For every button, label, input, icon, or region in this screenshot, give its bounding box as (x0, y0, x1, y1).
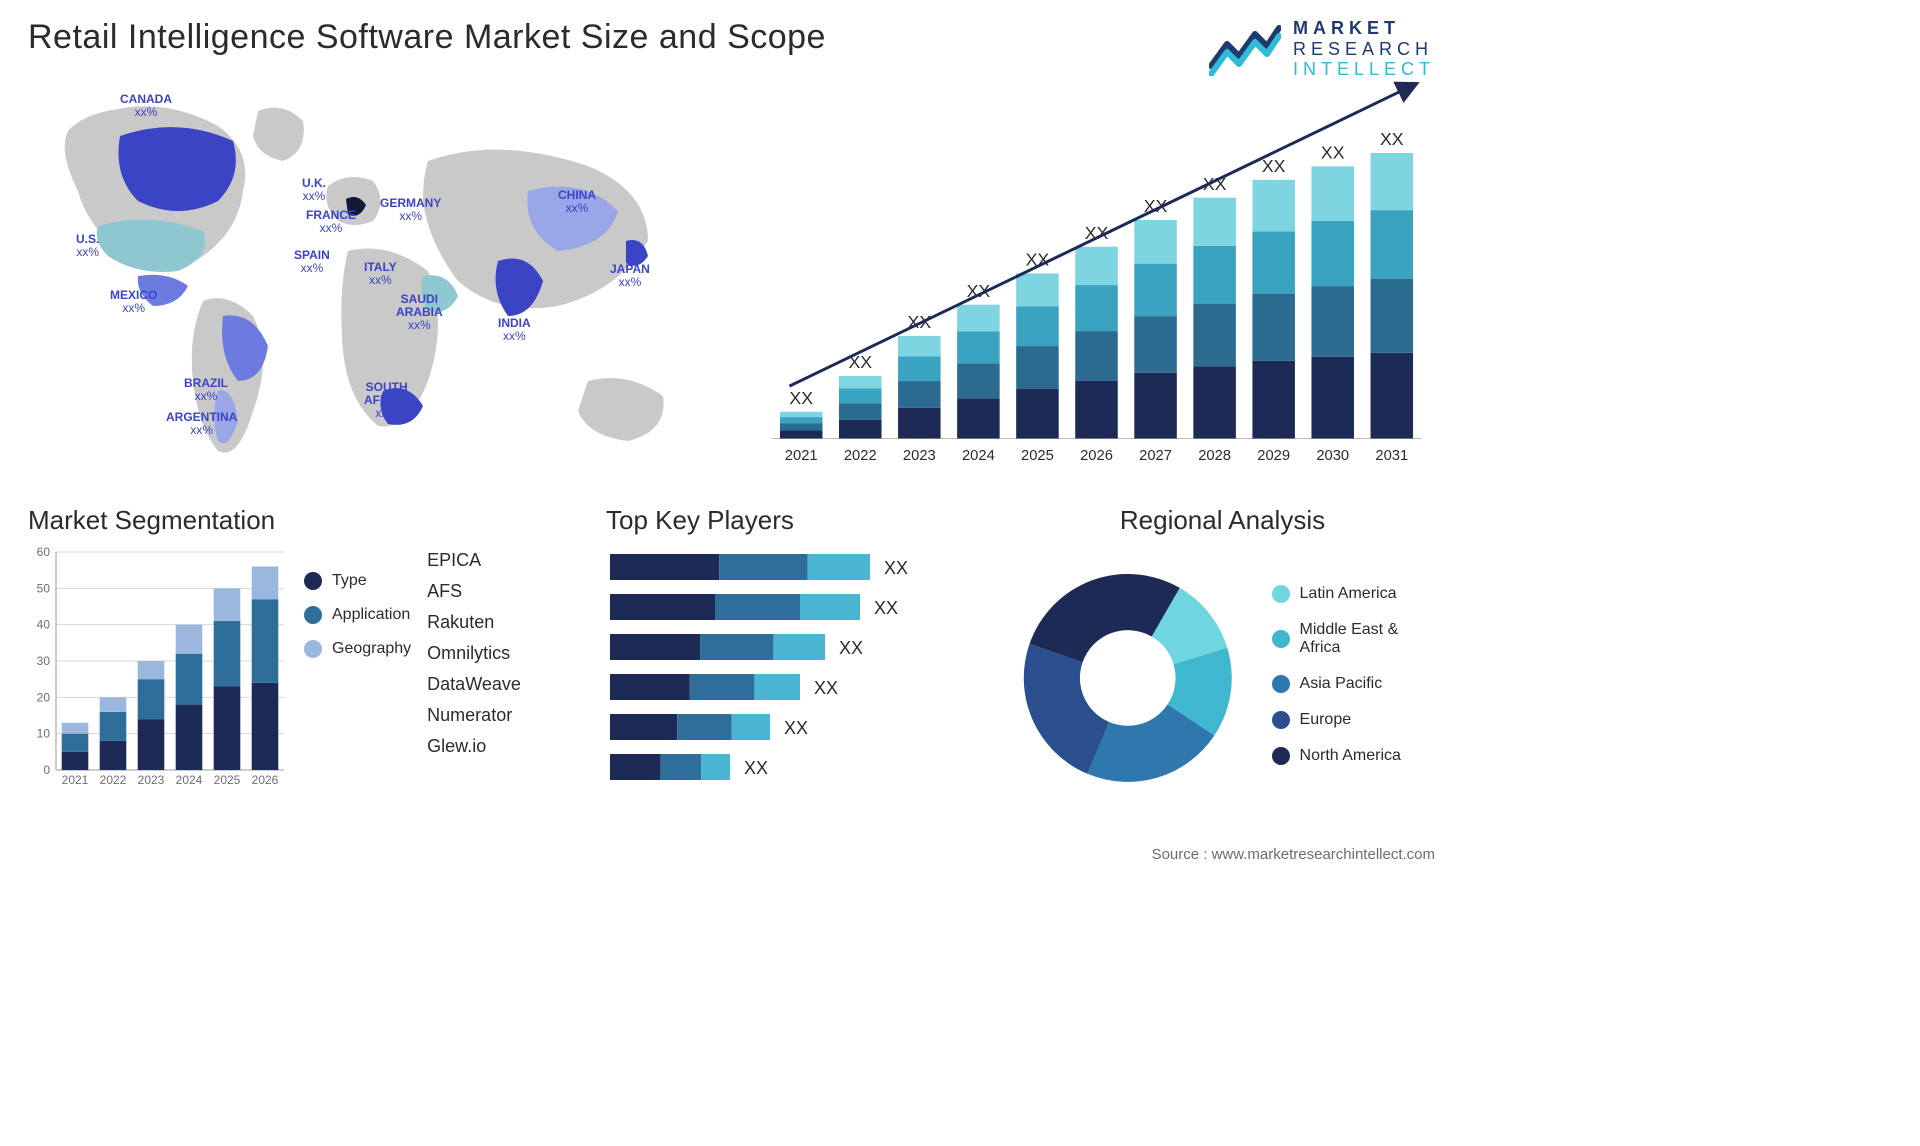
svg-text:2025: 2025 (214, 773, 241, 787)
players-chart: XXXXXXXXXXXX (606, 544, 986, 805)
logo-text: MARKET RESEARCH INTELLECT (1293, 18, 1435, 80)
svg-text:XX: XX (1380, 129, 1404, 149)
list-item: Glew.io (427, 736, 588, 757)
map-label: ITALYxx% (364, 261, 397, 287)
map-label: BRAZILxx% (184, 377, 228, 403)
list-item: Omnilytics (427, 643, 588, 664)
svg-text:XX: XX (884, 558, 908, 578)
svg-text:20: 20 (37, 690, 51, 704)
map-label: SOUTHAFRICAxx% (364, 381, 409, 421)
legend-item: Geography (304, 640, 411, 658)
regional-donut (1004, 560, 1252, 790)
map-label: JAPANxx% (610, 263, 650, 289)
svg-text:XX: XX (839, 638, 863, 658)
map-label: U.K.xx% (302, 177, 326, 203)
brand-logo: MARKET RESEARCH INTELLECT (1209, 18, 1435, 80)
list-item: AFS (427, 581, 588, 602)
logo-mark-icon (1209, 22, 1281, 76)
map-label: FRANCExx% (306, 209, 356, 235)
legend-item: North America (1272, 747, 1441, 765)
regional-legend: Latin America Middle East & Africa Asia Pa… (1272, 585, 1441, 765)
svg-text:2021: 2021 (62, 773, 89, 787)
svg-text:2025: 2025 (1021, 448, 1054, 464)
map-label: INDIAxx% (498, 317, 531, 343)
legend-item: Application (304, 606, 411, 624)
svg-text:XX: XX (874, 598, 898, 618)
map-label: CHINAxx% (558, 189, 596, 215)
map-label: MEXICOxx% (110, 289, 157, 315)
svg-text:2031: 2031 (1375, 448, 1408, 464)
map-label: GERMANYxx% (380, 197, 441, 223)
map-label: SPAINxx% (294, 249, 330, 275)
svg-text:2022: 2022 (844, 448, 877, 464)
legend-item: Europe (1272, 711, 1441, 729)
segmentation-chart: 0 10 20 30 40 50 60 2021 2022 2023 2024 2025 2026 (28, 544, 288, 805)
svg-text:2026: 2026 (252, 773, 279, 787)
list-item: Rakuten (427, 612, 588, 633)
svg-text:2023: 2023 (903, 448, 936, 464)
svg-text:10: 10 (37, 727, 51, 741)
legend-item: Asia Pacific (1272, 675, 1441, 693)
svg-text:2030: 2030 (1316, 448, 1349, 464)
svg-text:2028: 2028 (1198, 448, 1231, 464)
list-item: DataWeave (427, 674, 588, 695)
svg-text:60: 60 (37, 545, 51, 559)
svg-text:2023: 2023 (138, 773, 165, 787)
regional-heading: Regional Analysis (1004, 505, 1441, 536)
players-heading: Top Key Players (606, 505, 986, 536)
svg-text:2022: 2022 (100, 773, 127, 787)
svg-text:XX: XX (1321, 143, 1345, 163)
legend-item: Latin America (1272, 585, 1441, 603)
svg-text:XX: XX (1262, 156, 1286, 176)
svg-text:2029: 2029 (1257, 448, 1290, 464)
list-item: EPICA (427, 550, 588, 571)
map-label: CANADAxx% (120, 93, 172, 119)
svg-text:30: 30 (37, 654, 51, 668)
list-item: Numerator (427, 705, 588, 726)
svg-text:XX: XX (814, 678, 838, 698)
legend-item: Middle East & Africa (1272, 621, 1441, 657)
svg-text:40: 40 (37, 618, 51, 632)
svg-text:XX: XX (744, 758, 768, 778)
map-label: ARGENTINAxx% (166, 411, 237, 437)
svg-text:2027: 2027 (1139, 448, 1172, 464)
svg-text:XX: XX (789, 388, 813, 408)
svg-text:50: 50 (37, 581, 51, 595)
svg-text:2024: 2024 (962, 448, 995, 464)
segmentation-heading: Market Segmentation (28, 505, 588, 536)
growth-chart: XX2021XX2022XX2023XX2024XX2025XX2026XX20… (752, 81, 1441, 481)
svg-text:2026: 2026 (1080, 448, 1113, 464)
svg-text:2024: 2024 (176, 773, 203, 787)
source-label: Source : www.marketresearchintellect.com (1152, 846, 1435, 863)
svg-text:2021: 2021 (785, 448, 818, 464)
svg-text:XX: XX (784, 718, 808, 738)
map-label: SAUDIARABIAxx% (396, 293, 443, 333)
svg-text:0: 0 (43, 763, 50, 777)
segmentation-list: EPICA AFS Rakuten Omnilytics DataWeave Numera… (427, 544, 588, 805)
legend-item: Type (304, 572, 411, 590)
segmentation-legend: Type Application Geography (304, 544, 411, 805)
world-map: CANADAxx% U.S.xx% MEXICOxx% BRAZILxx% ARGENT… (28, 81, 728, 481)
map-label: U.S.xx% (76, 233, 99, 259)
